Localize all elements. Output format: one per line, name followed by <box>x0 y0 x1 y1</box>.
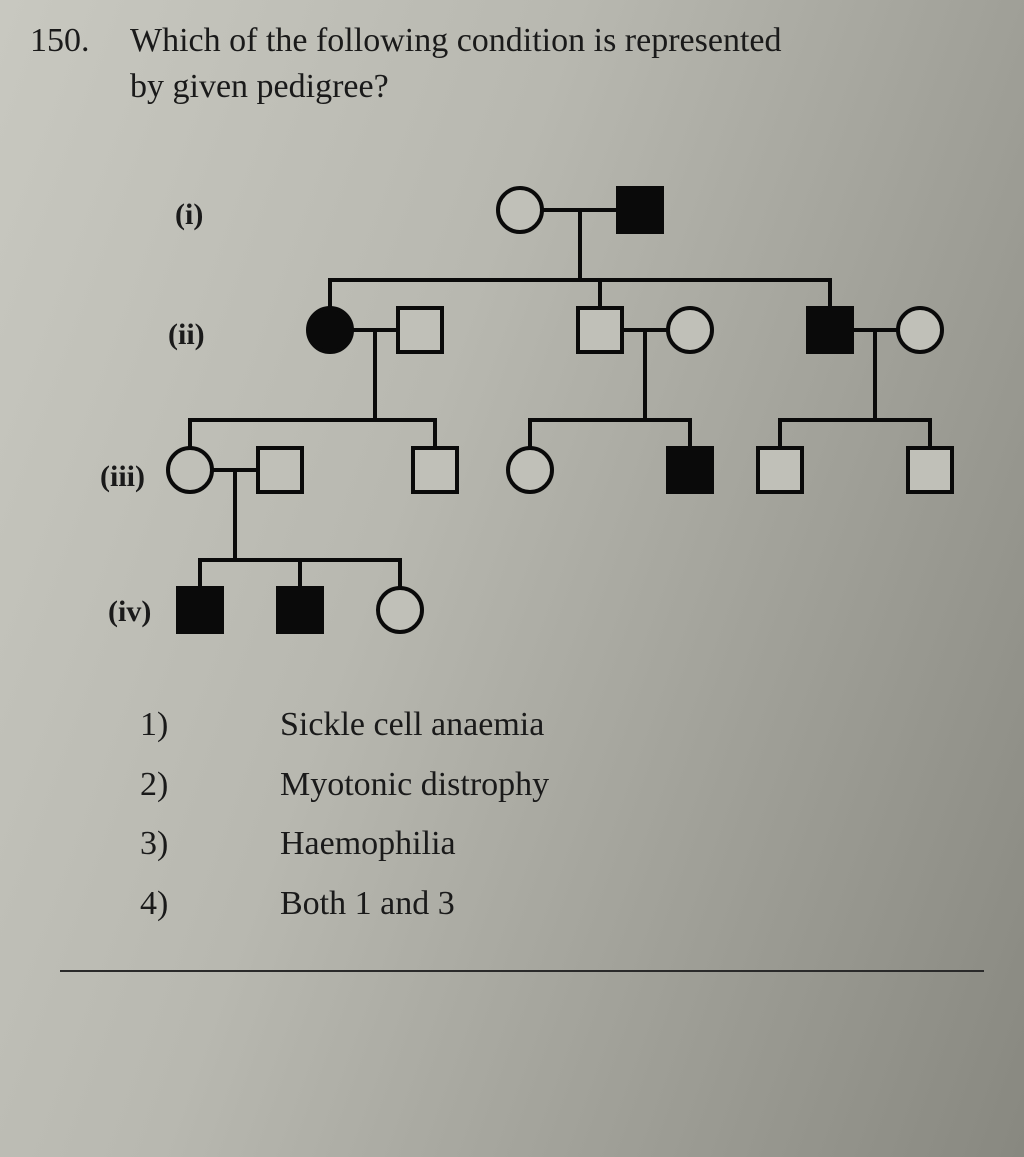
answer-row: 2) Myotonic distrophy <box>140 755 549 815</box>
male-affected-symbol <box>278 588 322 632</box>
female-unaffected-symbol <box>508 448 552 492</box>
female-unaffected-symbol <box>378 588 422 632</box>
male-affected-symbol <box>618 188 662 232</box>
divider-line <box>60 970 984 972</box>
answer-text: Sickle cell anaemia <box>280 695 544 755</box>
male-affected-symbol <box>178 588 222 632</box>
male-unaffected-symbol <box>758 448 802 492</box>
answer-row: 3) Haemophilia <box>140 814 549 874</box>
answer-options: 1) Sickle cell anaemia 2) Myotonic distr… <box>140 695 549 933</box>
answer-num: 3) <box>140 814 280 874</box>
pedigree-diagram <box>130 170 990 650</box>
male-unaffected-symbol <box>413 448 457 492</box>
answer-num: 4) <box>140 874 280 934</box>
male-unaffected-symbol <box>398 308 442 352</box>
question-line2: by given pedigree? <box>130 68 389 105</box>
female-affected-symbol <box>308 308 352 352</box>
question-line1: Which of the following condition is repr… <box>130 22 782 59</box>
answer-text: Both 1 and 3 <box>280 874 455 934</box>
male-unaffected-symbol <box>908 448 952 492</box>
female-unaffected-symbol <box>168 448 212 492</box>
question-row: 150. Which of the following condition is… <box>30 18 1004 110</box>
answer-row: 1) Sickle cell anaemia <box>140 695 549 755</box>
female-unaffected-symbol <box>498 188 542 232</box>
female-unaffected-symbol <box>898 308 942 352</box>
answer-text: Haemophilia <box>280 814 456 874</box>
question-text: Which of the following condition is repr… <box>130 18 1004 110</box>
male-affected-symbol <box>808 308 852 352</box>
answer-num: 2) <box>140 755 280 815</box>
male-unaffected-symbol <box>258 448 302 492</box>
male-affected-symbol <box>668 448 712 492</box>
page: 150. Which of the following condition is… <box>0 0 1024 1157</box>
male-unaffected-symbol <box>578 308 622 352</box>
female-unaffected-symbol <box>668 308 712 352</box>
answer-num: 1) <box>140 695 280 755</box>
answer-text: Myotonic distrophy <box>280 755 549 815</box>
question-number: 150. <box>30 18 130 110</box>
answer-row: 4) Both 1 and 3 <box>140 874 549 934</box>
